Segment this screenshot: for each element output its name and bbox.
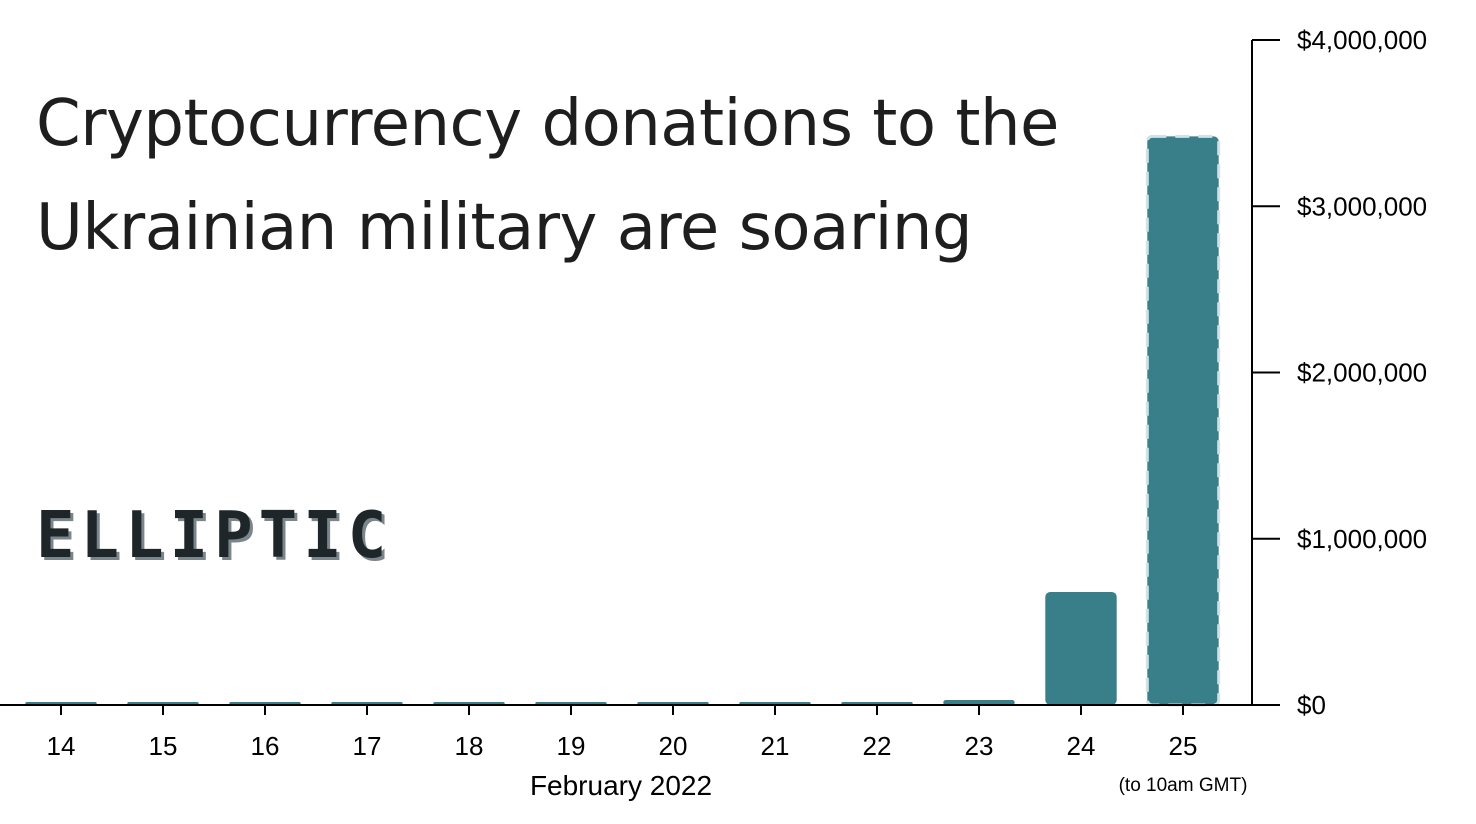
y-axis: $0 $1,000,000 $2,000,000 $3,000,000 $4,000,0…: [1251, 25, 1427, 720]
elliptic-logo: ELLIPTIC: [36, 499, 393, 573]
x-tick-label-16: 16: [251, 731, 280, 761]
y-tick-label-0: $0: [1297, 690, 1326, 720]
bars-group: [25, 134, 1221, 707]
y-tick-label-2: $2,000,000: [1297, 358, 1427, 388]
x-tick-label-25: 25: [1169, 731, 1198, 761]
x-axis: February 2022 (to 10am GMT) 14 15 16 17 18 19…: [0, 704, 1254, 801]
x-tick-label-17: 17: [353, 731, 382, 761]
bar-25: [1145, 134, 1221, 707]
chart-title: Cryptocurrency donations to the Ukrainia…: [36, 87, 1059, 265]
x-tick-label-18: 18: [455, 731, 484, 761]
x-tick-note: (to 10am GMT): [1119, 775, 1248, 796]
x-tick-label-22: 22: [863, 731, 892, 761]
x-tick-label-19: 19: [557, 731, 586, 761]
x-tick-label-14: 14: [47, 731, 76, 761]
x-tick-label-15: 15: [149, 731, 178, 761]
y-tick-label-1: $1,000,000: [1297, 524, 1427, 554]
x-tick-label-23: 23: [965, 731, 994, 761]
x-axis-title: February 2022: [530, 770, 712, 801]
x-tick-label-21: 21: [761, 731, 790, 761]
bar-23: [943, 700, 1015, 705]
y-tick-label-3: $3,000,000: [1297, 191, 1427, 221]
bar-24: [1045, 591, 1117, 705]
x-tick-label-20: 20: [659, 731, 688, 761]
x-tick-label-24: 24: [1067, 731, 1096, 761]
y-tick-label-4: $4,000,000: [1297, 25, 1427, 55]
